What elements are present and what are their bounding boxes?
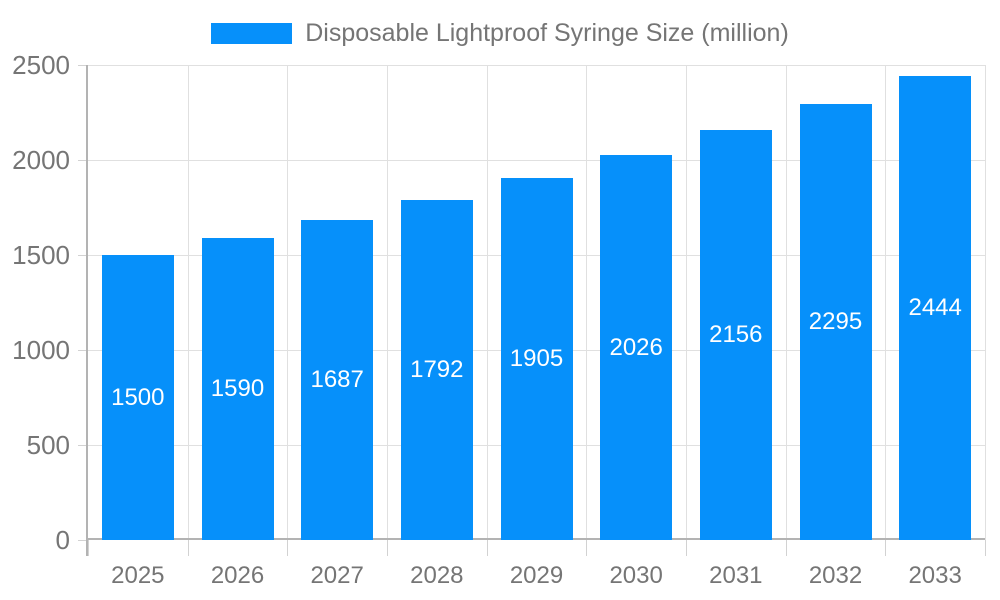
bar-value-label: 1687 xyxy=(310,365,364,393)
y-axis-label: 2000 xyxy=(12,145,70,175)
x-tick xyxy=(686,540,687,556)
y-axis-label: 1000 xyxy=(12,335,70,365)
x-axis-label-2029: 2029 xyxy=(509,562,564,589)
y-tick xyxy=(78,350,88,351)
bar-value-label: 1792 xyxy=(410,355,464,383)
bar-value-label: 1500 xyxy=(111,383,165,411)
y-tick xyxy=(78,540,88,541)
bar-2025: 1500 xyxy=(101,255,174,540)
h-gridline xyxy=(88,65,985,66)
bar-2027: 1687 xyxy=(301,219,374,540)
bar-2031: 2156 xyxy=(699,130,772,540)
x-tick xyxy=(188,540,189,556)
x-axis-label-2028: 2028 xyxy=(410,562,464,589)
v-gridline xyxy=(985,65,986,540)
bar-2030: 2026 xyxy=(600,155,673,540)
v-gridline xyxy=(786,65,787,540)
y-axis-line xyxy=(86,65,88,556)
bar-value-label: 2026 xyxy=(609,333,663,361)
x-tick xyxy=(487,540,488,556)
x-tick xyxy=(387,540,388,556)
x-tick xyxy=(287,540,288,556)
x-axis-label-2031: 2031 xyxy=(709,562,763,589)
y-tick xyxy=(78,65,88,66)
x-tick xyxy=(985,540,986,556)
x-axis-label-2032: 2032 xyxy=(808,562,863,589)
x-axis-label-2025: 2025 xyxy=(111,562,165,589)
y-tick xyxy=(78,445,88,446)
bar-value-label: 1590 xyxy=(210,374,265,402)
x-axis-label-2026: 2026 xyxy=(210,562,265,589)
bar-value-label: 2156 xyxy=(709,321,763,349)
v-gridline xyxy=(586,65,587,540)
x-axis-label-2030: 2030 xyxy=(609,562,663,589)
x-tick xyxy=(586,540,587,556)
x-tick xyxy=(885,540,886,556)
y-axis-label: 0 xyxy=(55,525,70,555)
bar-2026: 1590 xyxy=(201,237,274,540)
y-tick xyxy=(78,160,88,161)
y-axis-label: 500 xyxy=(26,430,70,460)
y-tick xyxy=(78,255,88,256)
bar-2029: 1905 xyxy=(500,178,573,540)
x-tick xyxy=(88,540,89,556)
v-gridline xyxy=(487,65,488,540)
legend[interactable]: Disposable Lightproof Syringe Size (mill… xyxy=(0,18,1000,48)
v-gridline xyxy=(387,65,388,540)
x-axis-label-2033: 2033 xyxy=(908,562,962,589)
legend-label: Disposable Lightproof Syringe Size (mill… xyxy=(305,19,789,47)
v-gridline xyxy=(885,65,886,540)
bar-2033: 2444 xyxy=(899,75,972,540)
h-gridline xyxy=(88,160,985,161)
bar-value-label: 2295 xyxy=(808,307,863,335)
x-axis-label-2027: 2027 xyxy=(310,562,364,589)
v-gridline xyxy=(188,65,189,540)
y-axis-label: 2500 xyxy=(12,50,70,80)
v-gridline xyxy=(287,65,288,540)
legend-swatch-icon xyxy=(211,22,293,44)
bar-value-label: 2444 xyxy=(908,293,962,321)
bar-value-label: 1905 xyxy=(509,345,564,373)
y-axis-label: 1500 xyxy=(12,240,70,270)
bar-2032: 2295 xyxy=(799,103,872,540)
v-gridline xyxy=(686,65,687,540)
bar-2028: 1792 xyxy=(400,199,473,540)
x-tick xyxy=(786,540,787,556)
